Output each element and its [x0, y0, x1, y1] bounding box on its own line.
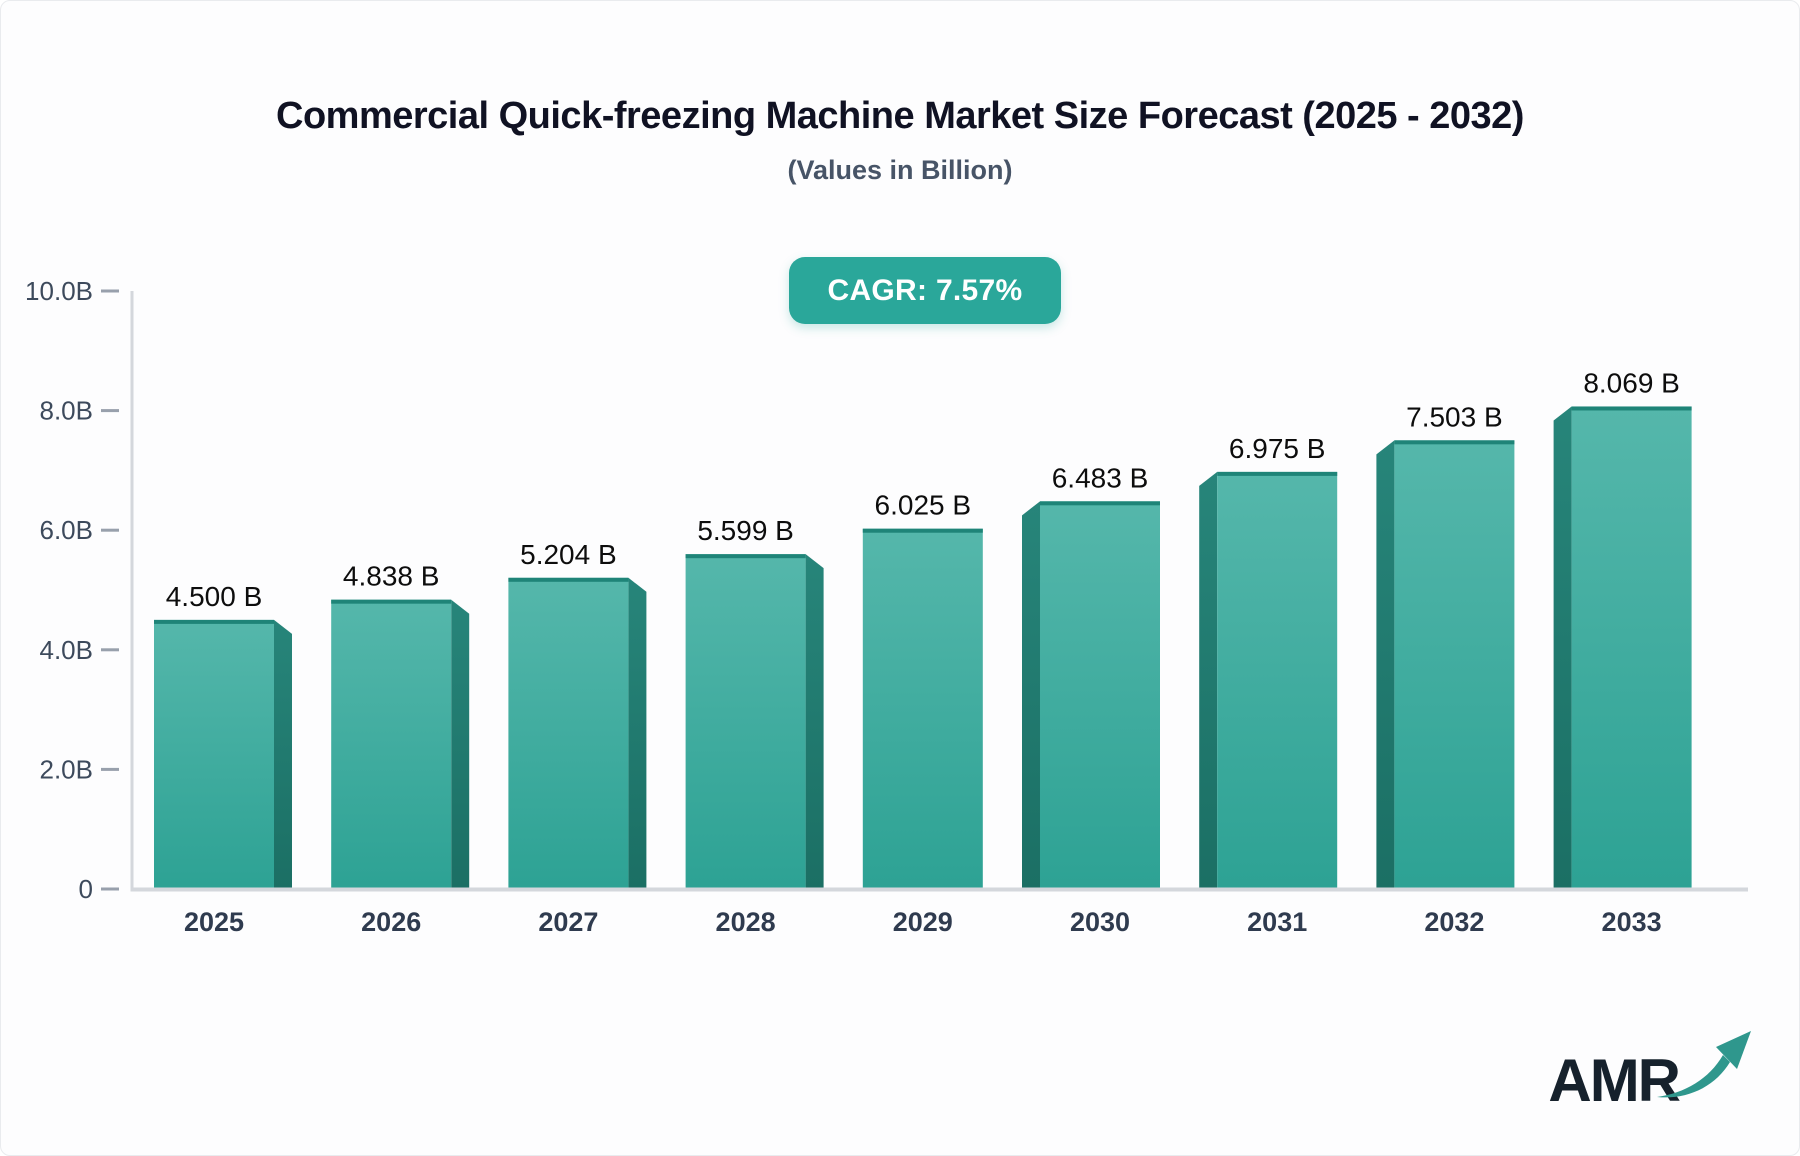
bar-2033: [1553, 406, 1692, 889]
brand-logo-text: AMR: [1548, 1047, 1681, 1114]
x-tick-label-2028: 2028: [716, 907, 776, 937]
bar-value-label-2031: 6.975 B: [1229, 433, 1326, 464]
y-tick-label-10.0B: 10.0B: [25, 276, 93, 306]
cagr-badge-label: CAGR: 7.57%: [827, 273, 1023, 307]
y-tick-label-8.0B: 8.0B: [40, 396, 94, 426]
bar-face-2025: [154, 619, 274, 889]
bar-top-edge-2025: [154, 619, 274, 624]
x-axis-line: [130, 887, 1748, 892]
x-tick-label-2031: 2031: [1247, 907, 1307, 937]
y-tick-dash-6.0B: [101, 528, 119, 532]
bar-value-label-2029: 6.025 B: [875, 490, 972, 521]
bar-side-2030: [1022, 501, 1040, 889]
bar-face-2026: [331, 599, 452, 889]
brand-logo: AMR: [1548, 1027, 1757, 1111]
bar-side-2026: [451, 599, 470, 889]
bar-face-2032: [1394, 440, 1515, 889]
y-tick-label-4.0B: 4.0B: [40, 635, 94, 665]
bar-face-2029: [862, 528, 983, 889]
bar-top-edge-2033: [1571, 406, 1692, 411]
bar-2030: [1022, 501, 1160, 889]
brand-growth-arrow-icon: [1657, 1031, 1751, 1098]
bar-value-label-2033: 8.069 B: [1583, 367, 1680, 398]
bar-2027: [508, 577, 647, 889]
bar-top-edge-2028: [685, 554, 806, 559]
x-tick-label-2033: 2033: [1602, 907, 1662, 937]
bar-side-2032: [1376, 440, 1395, 889]
bar-2026: [331, 599, 470, 889]
x-tick-label-2032: 2032: [1424, 907, 1484, 937]
bar-face-2031: [1217, 471, 1338, 889]
x-tick-label-2027: 2027: [538, 907, 598, 937]
bar-top-edge-2030: [1040, 501, 1160, 506]
chart-title: Commercial Quick-freezing Machine Market…: [276, 95, 1524, 137]
bar-top-edge-2026: [331, 599, 452, 604]
bar-value-label-2032: 7.503 B: [1406, 401, 1503, 432]
bar-side-2033: [1553, 406, 1572, 889]
y-tick-dash-4.0B: [101, 648, 119, 652]
x-tick-label-2025: 2025: [184, 907, 244, 937]
bar-side-2027: [628, 577, 647, 889]
bar-2028: [685, 554, 824, 889]
bar-top-edge-2031: [1217, 471, 1338, 476]
bar-2025: [154, 619, 292, 889]
chart-subtitle: (Values in Billion): [787, 155, 1013, 185]
bar-value-label-2025: 4.500 B: [166, 581, 263, 612]
y-tick-dash-8.0B: [101, 409, 119, 413]
bar-face-2030: [1040, 501, 1160, 889]
y-tick-label-2.0B: 2.0B: [40, 754, 94, 784]
x-tick-label-2026: 2026: [361, 907, 421, 937]
bar-2029: [862, 528, 983, 889]
bar-2032: [1376, 440, 1515, 889]
y-tick-label-6.0B: 6.0B: [40, 515, 94, 545]
bar-face-2028: [685, 554, 806, 889]
bar-2031: [1199, 471, 1338, 889]
y-tick-dash-2.0B: [101, 767, 119, 771]
y-tick-dash-0: [101, 887, 119, 891]
y-tick-dash-10.0B: [101, 289, 119, 293]
y-tick-label-0: 0: [79, 874, 93, 904]
bar-value-label-2030: 6.483 B: [1052, 462, 1149, 493]
bar-side-2031: [1199, 471, 1218, 889]
bar-value-label-2026: 4.838 B: [343, 561, 440, 592]
bar-value-label-2028: 5.599 B: [697, 515, 794, 546]
y-axis-line: [130, 291, 134, 889]
x-tick-label-2029: 2029: [893, 907, 953, 937]
bar-face-2033: [1571, 406, 1692, 889]
bar-side-2028: [805, 554, 824, 889]
x-tick-label-2030: 2030: [1070, 907, 1130, 937]
bar-face-2027: [508, 577, 629, 889]
bar-top-edge-2027: [508, 577, 629, 582]
bar-side-2025: [274, 619, 292, 889]
cagr-badge: CAGR: 7.57%: [789, 257, 1061, 324]
bar-value-label-2027: 5.204 B: [520, 539, 617, 570]
bar-top-edge-2032: [1394, 440, 1515, 445]
bar-top-edge-2029: [862, 528, 983, 533]
chart-header: Commercial Quick-freezing Machine Market…: [1, 95, 1799, 186]
